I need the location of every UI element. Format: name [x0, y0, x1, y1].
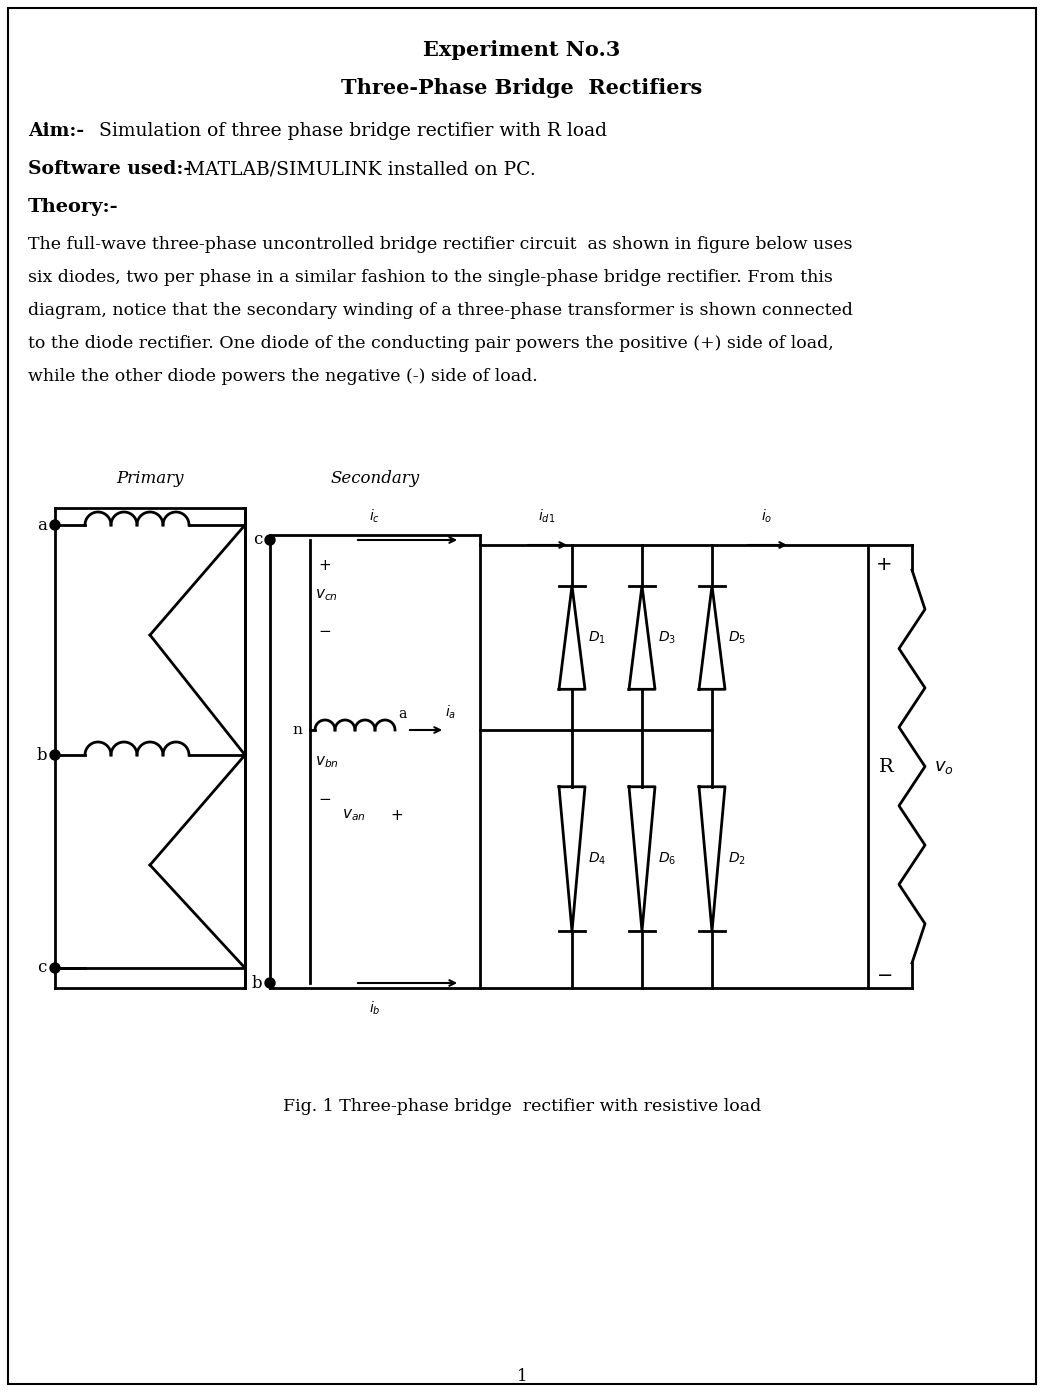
Text: Primary: Primary	[116, 470, 184, 487]
Text: The full-wave three-phase uncontrolled bridge rectifier circuit  as shown in fig: The full-wave three-phase uncontrolled b…	[28, 237, 853, 253]
Text: Fig. 1 Three-phase bridge  rectifier with resistive load: Fig. 1 Three-phase bridge rectifier with…	[283, 1098, 761, 1115]
Circle shape	[265, 979, 275, 988]
Text: a: a	[38, 516, 47, 533]
Text: c: c	[253, 532, 262, 548]
Text: Theory:-: Theory:-	[28, 198, 119, 216]
Text: $v_o$: $v_o$	[934, 757, 954, 775]
Text: $-$: $-$	[318, 791, 331, 806]
Text: n: n	[292, 722, 302, 736]
Text: $v_{an}$: $v_{an}$	[342, 807, 365, 823]
Text: $i_{d1}$: $i_{d1}$	[539, 508, 555, 525]
Text: b: b	[37, 746, 47, 763]
Text: $-$: $-$	[876, 963, 893, 983]
Text: diagram, notice that the secondary winding of a three-phase transformer is shown: diagram, notice that the secondary windi…	[28, 302, 853, 319]
Text: $D_5$: $D_5$	[728, 629, 746, 646]
Text: $D_2$: $D_2$	[728, 851, 745, 867]
Text: six diodes, two per phase in a similar fashion to the single-phase bridge rectif: six diodes, two per phase in a similar f…	[28, 269, 833, 285]
Text: b: b	[252, 974, 262, 991]
Text: $i_o$: $i_o$	[761, 508, 773, 525]
Text: Software used:-: Software used:-	[28, 160, 191, 178]
Circle shape	[265, 535, 275, 546]
Text: Three-Phase Bridge  Rectifiers: Three-Phase Bridge Rectifiers	[341, 78, 703, 97]
Text: $D_1$: $D_1$	[588, 629, 606, 646]
Text: $v_{cn}$: $v_{cn}$	[315, 587, 338, 603]
Text: $-$: $-$	[318, 622, 331, 638]
Text: +: +	[318, 558, 331, 572]
Text: $+$: $+$	[390, 807, 403, 823]
Text: R: R	[879, 757, 894, 775]
Text: $v_{bn}$: $v_{bn}$	[315, 754, 339, 770]
Text: +: +	[876, 555, 893, 575]
Text: $D_4$: $D_4$	[588, 851, 607, 867]
Text: Secondary: Secondary	[331, 470, 420, 487]
Text: $i_a$: $i_a$	[445, 703, 456, 721]
Text: $D_6$: $D_6$	[658, 851, 677, 867]
Circle shape	[50, 750, 60, 760]
Circle shape	[50, 521, 60, 530]
Text: while the other diode powers the negative (-) side of load.: while the other diode powers the negativ…	[28, 367, 538, 386]
Text: to the diode rectifier. One diode of the conducting pair powers the positive (+): to the diode rectifier. One diode of the…	[28, 335, 834, 352]
Text: c: c	[38, 959, 47, 977]
Text: Simulation of three phase bridge rectifier with R load: Simulation of three phase bridge rectifi…	[93, 122, 607, 141]
Text: Experiment No.3: Experiment No.3	[423, 40, 621, 60]
Text: $D_3$: $D_3$	[658, 629, 677, 646]
Text: MATLAB/SIMULINK installed on PC.: MATLAB/SIMULINK installed on PC.	[180, 160, 536, 178]
Text: $i_b$: $i_b$	[370, 999, 381, 1018]
Text: 1: 1	[517, 1368, 527, 1385]
Text: a: a	[398, 707, 406, 721]
Circle shape	[50, 963, 60, 973]
Text: $i_c$: $i_c$	[370, 508, 381, 525]
Text: Aim:-: Aim:-	[28, 122, 85, 141]
